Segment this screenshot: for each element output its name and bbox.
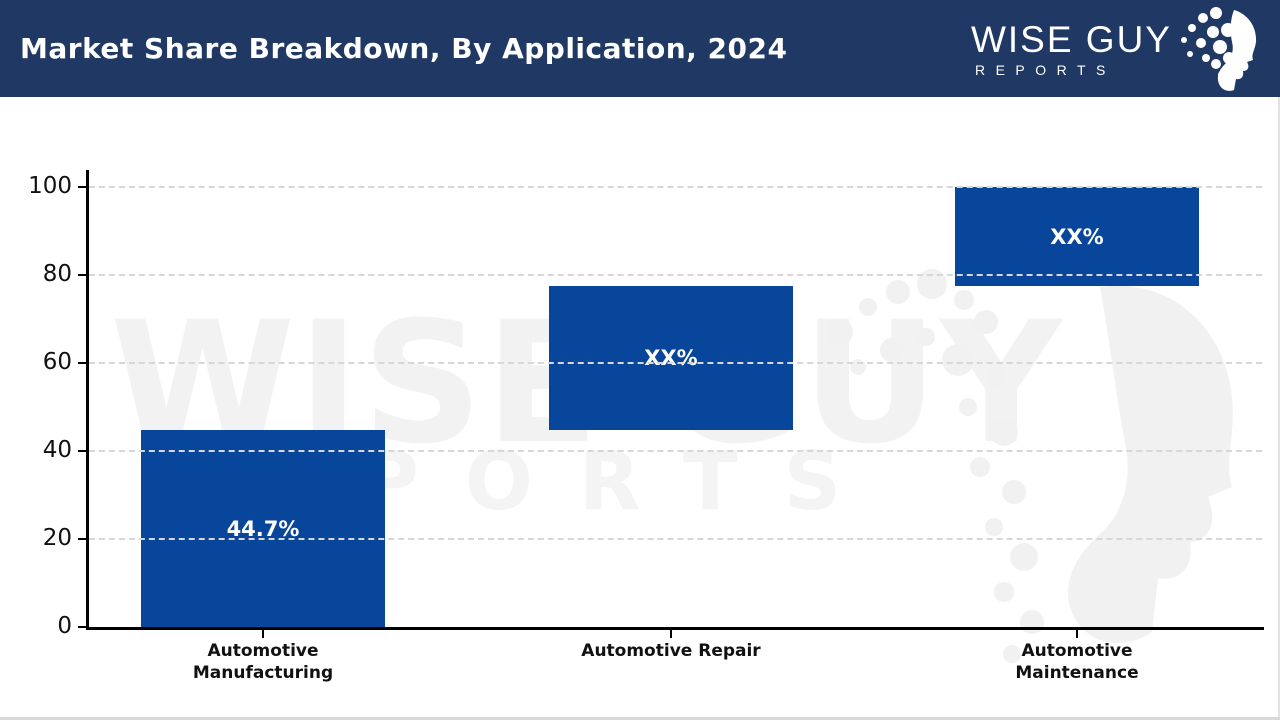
y-axis-line [86,170,89,630]
logo-wiseguy-label: WISE GUY [970,18,1172,60]
gridline-100 [89,186,1262,188]
y-tick-label: 0 [57,613,72,639]
y-tick-label: 40 [42,437,72,463]
x-axis-line [86,627,1264,630]
bar-automotive-manufacturing: 44.7% [141,430,385,627]
x-tick-label-automotive-repair: Automotive Repair [581,641,761,661]
bar-automotive-maintenance: XX% [955,187,1199,286]
x-tick-mark [1076,630,1078,638]
bar-value-label: XX% [644,346,698,371]
watermark-face-icon [827,269,1233,663]
bar-value-label: XX% [1050,224,1104,249]
chart-area: WISE GUY REPORTS 0 20 40 60 80 100 44.7% Automo… [0,97,1280,720]
bar-automotive-repair: XX% [549,286,793,431]
y-tick-mark [78,362,86,364]
header-bar: Market Share Breakdown, By Application, … [0,0,1280,97]
y-tick-label: 60 [42,349,72,375]
y-tick-label: 80 [42,261,72,287]
y-tick-mark [78,450,86,452]
y-tick-mark [78,626,86,628]
logo-reports-label: REPORTS [974,61,1116,78]
gridline-40 [89,450,1262,452]
y-tick-label: 20 [42,525,72,551]
x-tick-mark [670,630,672,638]
gridline-60 [89,362,1262,364]
y-tick-label: 100 [28,173,72,199]
y-tick-mark [78,538,86,540]
bar-value-label: 44.7% [226,516,300,541]
gridline-80 [89,274,1262,276]
y-tick-mark [78,186,86,188]
x-tick-label-automotive-maintenance: Automotive Maintenance [1015,641,1139,683]
logo-face-icon [1181,6,1257,91]
brand-logo: WISE GUY REPORTS [971,6,1260,92]
x-tick-label-automotive-manufacturing: Automotive Manufacturing [192,641,334,683]
bottom-divider [0,717,1280,720]
page-title: Market Share Breakdown, By Application, … [20,32,788,65]
y-tick-mark [78,274,86,276]
gridline-20 [89,538,1262,540]
x-tick-mark [262,630,264,638]
brand-logo-text: WISE GUY REPORTS [970,18,1172,78]
